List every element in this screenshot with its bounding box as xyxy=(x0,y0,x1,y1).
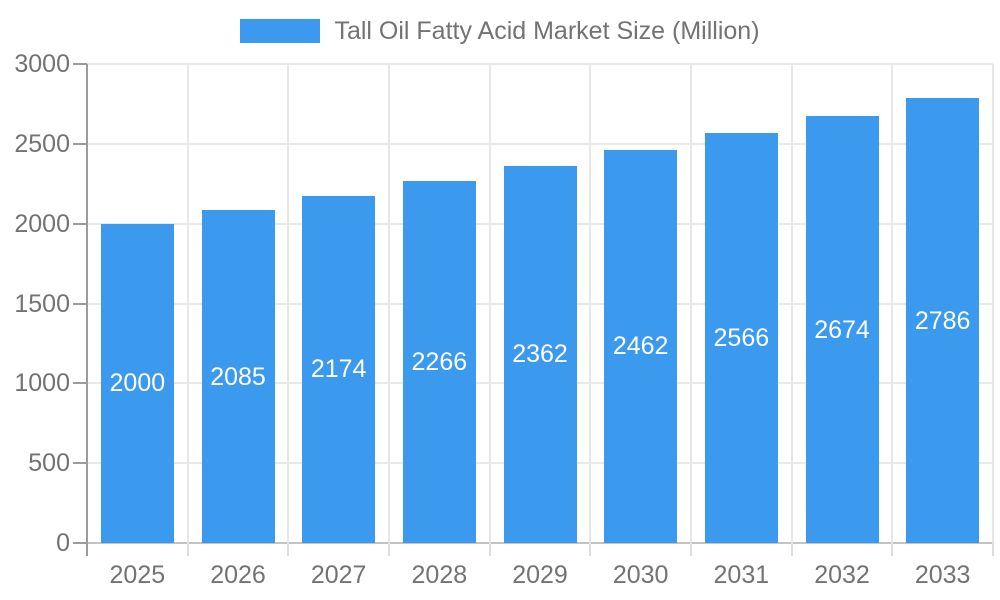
h-gridline xyxy=(87,63,993,65)
y-axis-tick xyxy=(73,222,87,225)
zero-gridline xyxy=(87,542,993,544)
bar-value-label: 2174 xyxy=(310,355,367,384)
y-axis-tick-label: 1500 xyxy=(14,289,70,318)
y-axis-tick xyxy=(73,542,87,544)
x-axis-tick xyxy=(891,543,894,556)
x-axis-tick-label: 2025 xyxy=(109,561,166,589)
x-axis-tick xyxy=(186,543,189,556)
bar-value-label: 2085 xyxy=(210,362,266,391)
v-gridline xyxy=(186,64,189,543)
x-axis-tick xyxy=(388,543,390,556)
bar-value-label: 2566 xyxy=(713,324,770,353)
y-axis-line xyxy=(86,64,88,556)
x-axis-tick-label: 2027 xyxy=(310,561,367,589)
bar-2029 xyxy=(503,165,577,543)
bar-value-label: 2362 xyxy=(512,340,568,369)
bar-value-label: 2266 xyxy=(411,348,468,377)
v-gridline xyxy=(992,64,994,543)
bar-2033 xyxy=(906,98,980,543)
v-gridline xyxy=(891,64,894,543)
v-gridline xyxy=(690,64,692,543)
x-axis-tick xyxy=(589,543,592,556)
x-axis-tick xyxy=(488,543,491,556)
x-axis-tick-label: 2026 xyxy=(210,561,266,589)
legend[interactable]: Tall Oil Fatty Acid Market Size (Million… xyxy=(0,17,1000,45)
x-axis-tick xyxy=(992,543,994,556)
y-axis-tick-label: 2000 xyxy=(14,209,70,238)
v-gridline xyxy=(790,64,793,543)
y-axis-tick xyxy=(73,63,87,65)
bar-2031 xyxy=(704,133,778,543)
v-gridline xyxy=(589,64,592,543)
v-gridline xyxy=(388,64,390,543)
y-axis-tick xyxy=(73,142,87,145)
y-axis-tick xyxy=(73,302,87,305)
y-axis-tick-label: 3000 xyxy=(14,50,70,78)
y-axis-tick-label: 2500 xyxy=(14,129,70,158)
bar-2032 xyxy=(805,116,879,543)
x-axis-tick-label: 2032 xyxy=(814,561,870,589)
x-axis-tick-label: 2029 xyxy=(512,561,568,589)
y-axis-tick xyxy=(73,382,87,385)
bar-value-label: 2674 xyxy=(814,315,870,344)
x-axis-tick xyxy=(790,543,793,556)
x-axis-tick-label: 2033 xyxy=(914,561,971,589)
bar-2030 xyxy=(604,149,678,543)
y-axis-tick-label: 500 xyxy=(28,449,70,478)
h-gridline xyxy=(87,142,993,145)
x-axis-tick-label: 2028 xyxy=(411,561,468,589)
x-axis-tick xyxy=(287,543,290,556)
x-axis-tick xyxy=(690,543,692,556)
x-axis-tick-label: 2031 xyxy=(713,561,770,589)
v-gridline xyxy=(488,64,491,543)
x-axis-tick-label: 2030 xyxy=(612,561,669,589)
bar-value-label: 2000 xyxy=(109,369,166,398)
bar-2025 xyxy=(100,223,174,543)
y-axis-tick-label: 0 xyxy=(56,529,70,557)
legend-label: Tall Oil Fatty Acid Market Size (Million… xyxy=(334,16,760,45)
bar-value-label: 2462 xyxy=(612,332,669,361)
bar-2026 xyxy=(201,210,275,543)
bar-2027 xyxy=(302,195,376,543)
bar-2028 xyxy=(402,181,476,543)
y-axis-tick-label: 1000 xyxy=(14,369,70,398)
y-axis-tick xyxy=(73,462,87,465)
legend-swatch-icon xyxy=(240,19,321,43)
v-gridline xyxy=(287,64,290,543)
bar-value-label: 2786 xyxy=(914,306,971,335)
